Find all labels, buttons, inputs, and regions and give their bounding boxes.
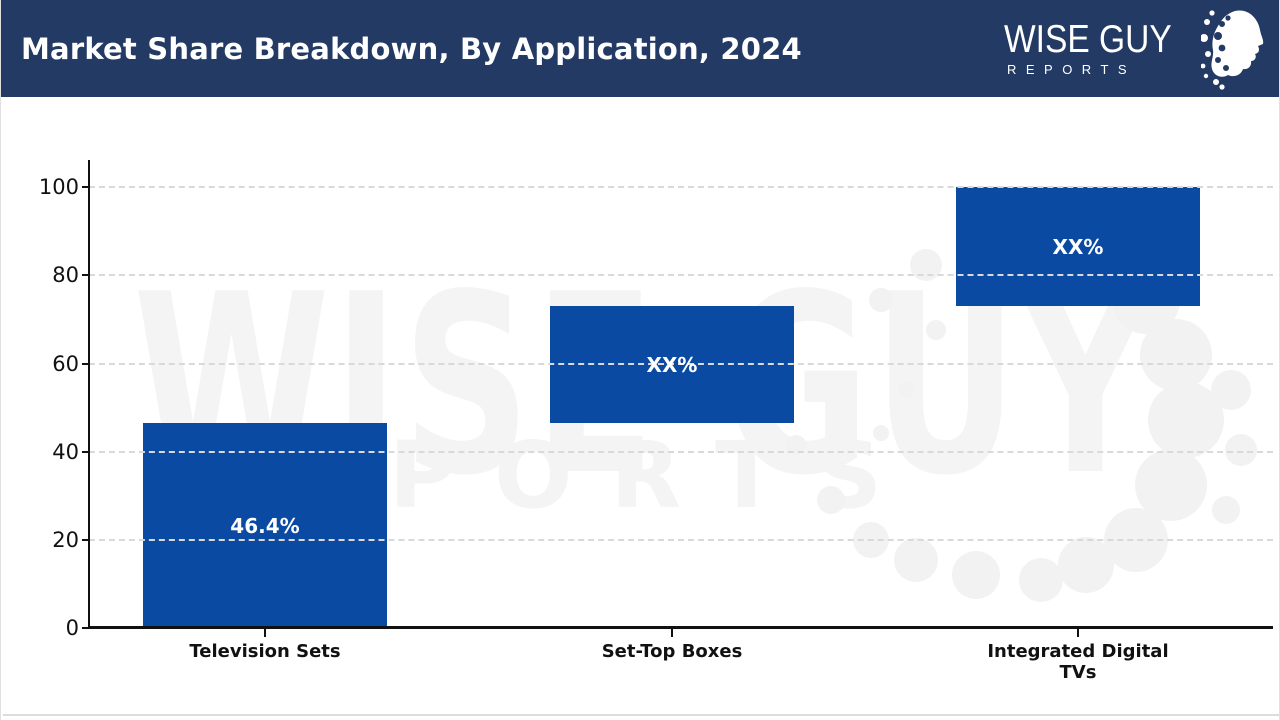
gridline-40 [89, 450, 1273, 453]
category-label-set-top-boxes: Set-Top Boxes [601, 641, 743, 662]
category-label-integrated-digital-tvs: Integrated Digital TVs [987, 641, 1169, 683]
y-tick-label-20: 20 [52, 527, 79, 552]
logo-text: WISE GUY REPORTS [1004, 20, 1199, 77]
y-axis-line [88, 160, 90, 629]
x-tick-mark-television-sets [264, 629, 266, 637]
y-tick-label-100: 100 [38, 175, 79, 200]
x-axis-line [88, 626, 1273, 629]
y-tick-label-60: 60 [52, 351, 79, 376]
y-tick-mark-20 [82, 538, 88, 541]
header-bar: Market Share Breakdown, By Application, … [1, 0, 1279, 97]
logo-face-icon [1201, 9, 1264, 90]
bar-integrated-digital-tvs [956, 187, 1200, 307]
y-tick-label-40: 40 [52, 439, 79, 464]
bar-value-label-television-sets: 46.4% [230, 513, 300, 538]
chart-title: Market Share Breakdown, By Application, … [21, 31, 802, 66]
y-tick-label-80: 80 [52, 263, 79, 288]
bar-value-label-integrated-digital-tvs: XX% [1052, 234, 1104, 259]
bar-television-sets [143, 423, 387, 628]
x-tick-mark-set-top-boxes [671, 629, 673, 637]
bar-value-label-set-top-boxes: XX% [646, 352, 698, 377]
y-tick-mark-40 [82, 450, 88, 453]
x-tick-mark-integrated-digital-tvs [1077, 629, 1079, 637]
gridline-80 [89, 274, 1273, 277]
y-tick-label-0: 0 [65, 616, 79, 640]
category-label-television-sets: Television Sets [189, 641, 341, 662]
y-tick-mark-80 [82, 274, 88, 277]
y-tick-mark-100 [82, 186, 88, 189]
bar-set-top-boxes [550, 306, 794, 424]
logo-sub-label: REPORTS [1006, 62, 1137, 77]
y-tick-mark-0 [82, 627, 88, 629]
y-tick-mark-60 [82, 362, 88, 365]
logo-brand-label: WISE GUY [1003, 18, 1172, 61]
gridline-60 [89, 362, 1273, 365]
gridline-100 [89, 186, 1273, 189]
bottom-divider-line [3, 714, 1279, 716]
gridline-20 [89, 538, 1273, 541]
wiseguy-logo: WISE GUY REPORTS [1004, 6, 1265, 92]
